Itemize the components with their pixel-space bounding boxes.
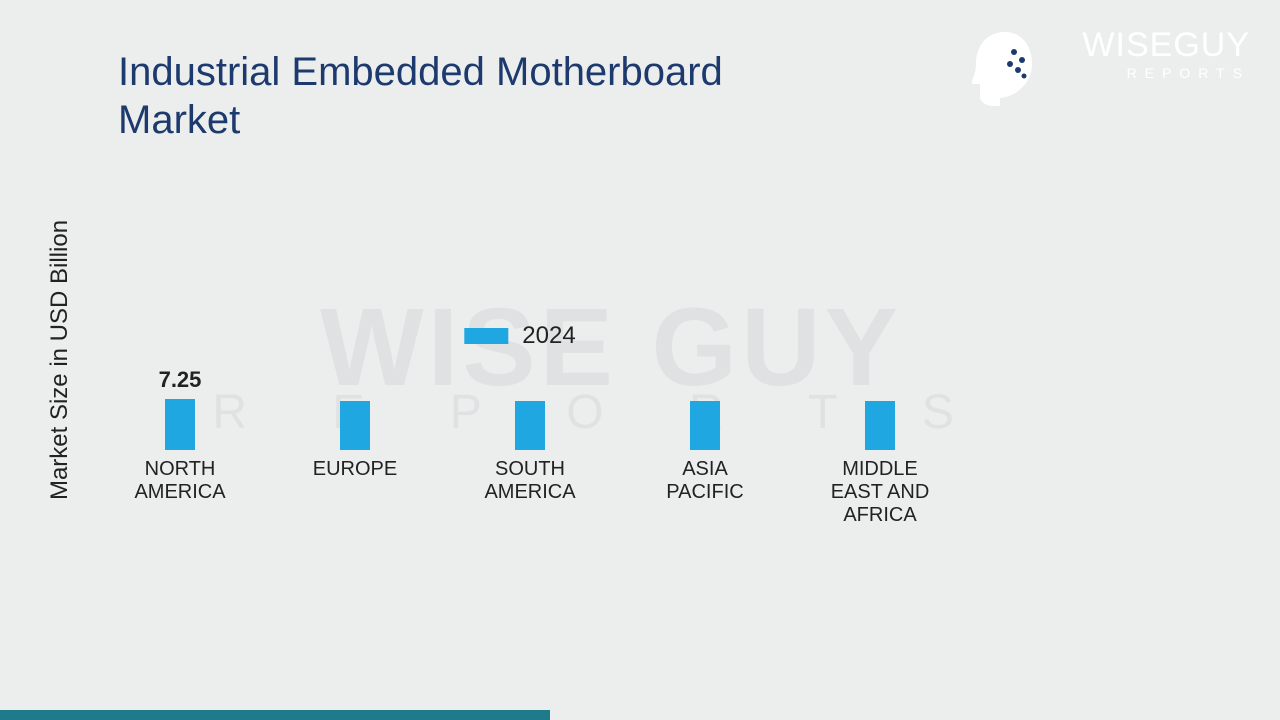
brand-logo-word2: GUY — [1173, 26, 1250, 64]
category-label: SOUTH AMERICA — [470, 458, 590, 504]
plot-area: 7.25 — [110, 170, 930, 450]
category-label: EUROPE — [295, 458, 415, 481]
bar-value-label: 7.25 — [159, 367, 202, 393]
bar — [865, 401, 895, 450]
category-label: ASIA PACIFIC — [645, 458, 765, 504]
stage: WISE GUY R E P O R T S WISEGUY REPORTS I… — [0, 0, 1280, 720]
brand-logo-sub: REPORTS — [1082, 66, 1250, 80]
bar — [690, 401, 720, 450]
bottom-accent-bar — [0, 710, 550, 720]
chart-title: Industrial Embedded Motherboard Market — [118, 48, 838, 144]
bar — [515, 401, 545, 450]
brand-logo-word1: WISE — [1082, 26, 1173, 64]
category-label: NORTH AMERICA — [120, 458, 240, 504]
y-axis-label: Market Size in USD Billion — [46, 220, 74, 500]
category-label: MIDDLE EAST AND AFRICA — [820, 458, 940, 527]
bar-chart: 2024 7.25 NORTH AMERICAEUROPESOUTH AMERI… — [110, 170, 930, 570]
brand-logo: WISEGUY REPORTS — [1082, 28, 1250, 80]
brand-head-icon — [970, 30, 1040, 110]
bar — [165, 399, 195, 450]
bar — [340, 401, 370, 450]
brand-logo-main: WISEGUY — [1082, 28, 1250, 62]
